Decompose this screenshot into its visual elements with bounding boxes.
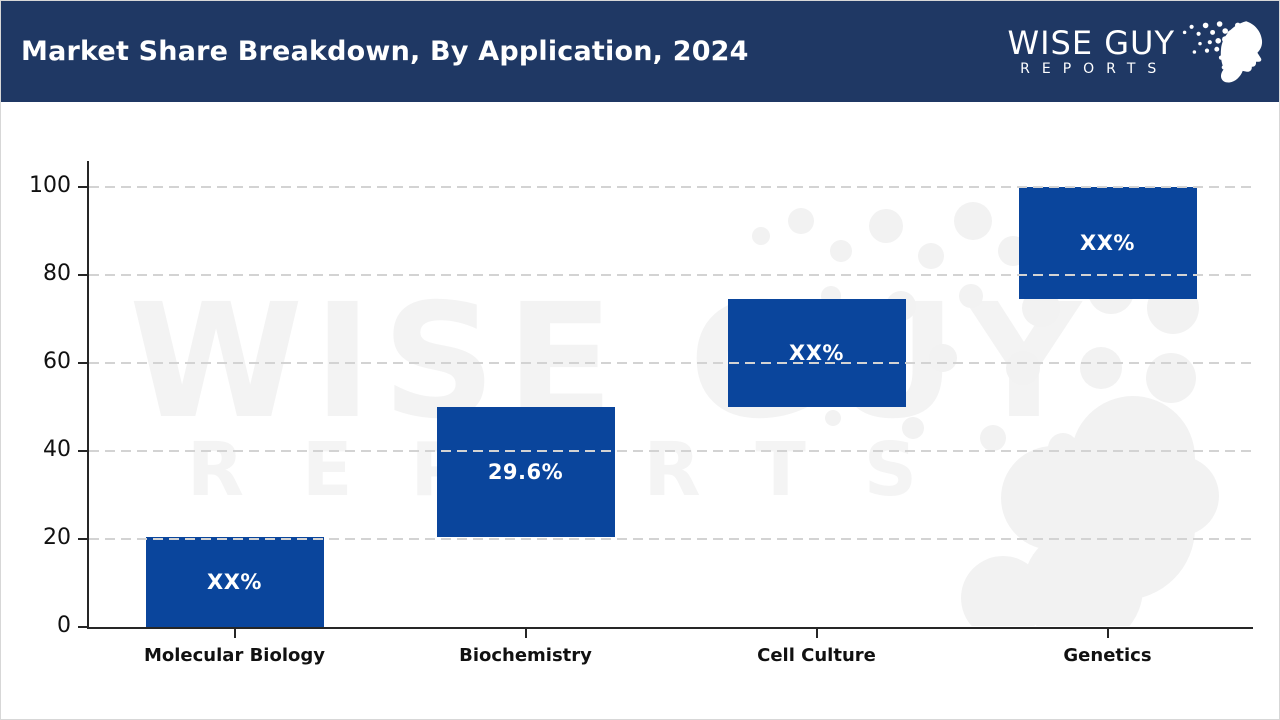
x-tick [1106,629,1109,638]
x-axis-label: Molecular Biology [143,645,325,666]
brand-subname: REPORTS [1020,61,1169,77]
x-tick [233,629,236,638]
gridline-100 [89,186,1253,188]
brand-logo: WISE GUY REPORTS [1007,10,1263,94]
x-axis-label: Genetics [1063,645,1152,666]
x-axis-label: Cell Culture [757,645,876,666]
bar-value-label: 29.6% [487,460,564,485]
chart-title: Market Share Breakdown, By Application, … [21,36,749,67]
y-tick [78,274,87,276]
y-axis-line [87,161,89,629]
brand-dots-head-icon [1182,20,1263,82]
gridline-60 [89,362,1253,364]
y-axis-tick-label: 40 [43,437,71,462]
bar-molecular-biology: XX% [145,537,324,627]
y-axis-tick-label: 20 [43,525,71,550]
bar-value-label: XX% [789,341,844,366]
y-axis-tick-label: 100 [29,173,71,198]
y-axis-tick-label: 80 [43,261,71,286]
gridline-80 [89,274,1253,276]
y-tick [78,362,87,364]
bar-value-label: XX% [207,570,262,595]
y-tick [78,450,87,452]
gridline-40 [89,450,1253,452]
brand-logo-text: WISE GUY REPORTS [1007,27,1175,76]
x-axis-label: Biochemistry [459,645,592,666]
brand-name: WISE GUY [1007,24,1175,62]
bar-cell-culture: XX% [727,299,906,407]
header-bar: Market Share Breakdown, By Application, … [1,1,1279,102]
y-tick [78,626,87,628]
y-tick [78,538,87,540]
x-axis-line [87,627,1253,629]
bar-value-label: XX% [1080,231,1135,256]
bar-biochemistry: 29.6% [436,407,615,538]
x-tick [524,629,527,638]
bar-genetics: XX% [1018,187,1197,300]
gridline-20 [89,538,1253,540]
y-axis-tick-label: 60 [43,349,71,374]
y-tick [78,186,87,188]
x-tick [815,629,818,638]
y-axis-tick-label: 0 [57,613,71,638]
